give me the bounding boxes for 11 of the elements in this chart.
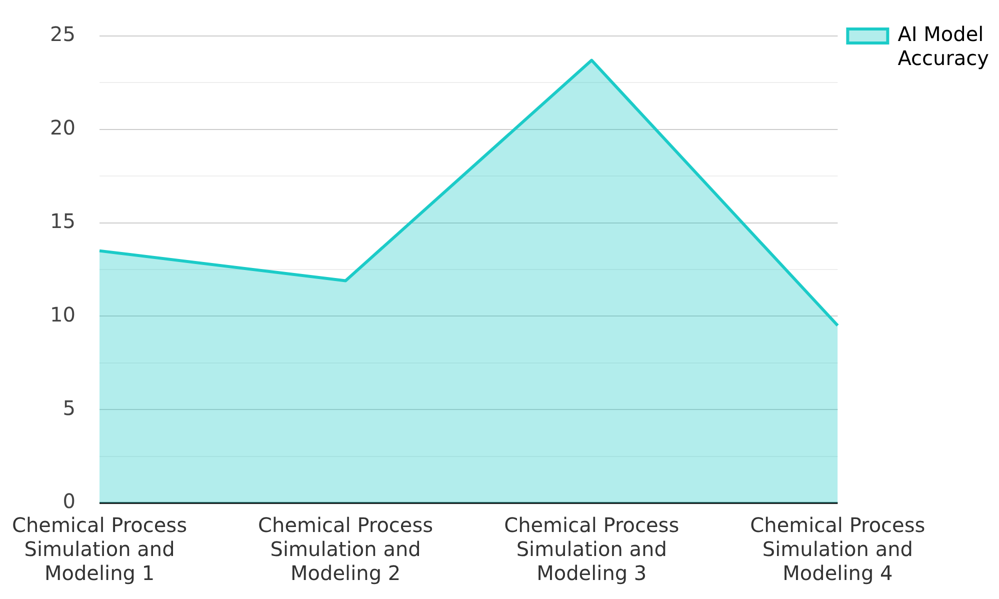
y-tick-label: 20 — [50, 116, 76, 140]
y-tick-label: 0 — [62, 489, 76, 514]
x-tick-label: Chemical Process Simulation and Modeling 3 — [504, 513, 680, 586]
x-tick-label: Chemical Process Simulation and Modeling 4 — [750, 513, 926, 586]
x-tick-label: Chemical Process Simulation and Modeling 2 — [258, 513, 434, 586]
y-tick-label: 25 — [50, 22, 76, 46]
y-tick-label: 15 — [50, 209, 76, 234]
x-tick-label: Chemical Process Simulation and Modeling 1 — [12, 513, 188, 586]
legend-label: AI Model Accuracy — [898, 22, 990, 70]
y-tick-label: 10 — [50, 302, 76, 326]
y-tick-label: 5 — [62, 396, 76, 420]
